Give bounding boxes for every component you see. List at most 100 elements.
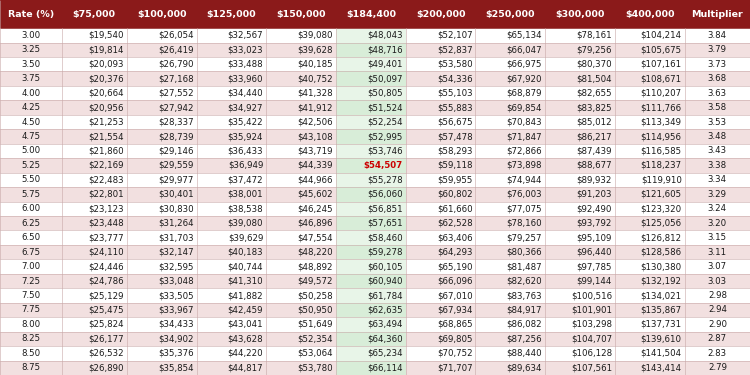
Bar bbox=[266, 274, 336, 288]
Text: $25,129: $25,129 bbox=[88, 291, 124, 300]
Text: $33,967: $33,967 bbox=[158, 306, 194, 315]
Text: $23,123: $23,123 bbox=[88, 204, 124, 213]
Bar bbox=[476, 260, 545, 274]
Text: 2.94: 2.94 bbox=[708, 306, 727, 315]
Bar bbox=[196, 129, 266, 144]
Text: $33,488: $33,488 bbox=[228, 60, 263, 69]
Bar bbox=[0, 317, 62, 332]
Bar bbox=[62, 172, 127, 187]
Text: $141,504: $141,504 bbox=[640, 349, 682, 358]
Bar bbox=[545, 202, 615, 216]
Bar bbox=[336, 28, 406, 43]
Text: $24,786: $24,786 bbox=[88, 276, 124, 285]
Text: $77,075: $77,075 bbox=[506, 204, 542, 213]
Text: $34,440: $34,440 bbox=[228, 88, 263, 98]
Bar bbox=[0, 260, 62, 274]
Text: 3.68: 3.68 bbox=[708, 74, 727, 83]
Text: $30,401: $30,401 bbox=[158, 190, 194, 199]
Bar bbox=[615, 360, 685, 375]
Text: $126,812: $126,812 bbox=[640, 233, 682, 242]
Bar bbox=[685, 288, 750, 303]
Text: $34,902: $34,902 bbox=[158, 334, 194, 344]
Bar bbox=[62, 72, 127, 86]
Bar bbox=[196, 216, 266, 231]
Text: $53,746: $53,746 bbox=[367, 147, 403, 156]
Text: $44,220: $44,220 bbox=[228, 349, 263, 358]
Text: $41,310: $41,310 bbox=[228, 276, 263, 285]
Text: 3.53: 3.53 bbox=[708, 118, 727, 127]
Bar bbox=[476, 187, 545, 202]
Text: $105,675: $105,675 bbox=[640, 45, 682, 54]
Text: 5.25: 5.25 bbox=[21, 161, 40, 170]
Text: $33,505: $33,505 bbox=[158, 291, 194, 300]
Text: 3.58: 3.58 bbox=[708, 103, 727, 112]
Bar bbox=[336, 144, 406, 158]
Text: $81,487: $81,487 bbox=[506, 262, 542, 271]
Bar bbox=[685, 72, 750, 86]
Text: $74,944: $74,944 bbox=[507, 176, 542, 184]
Bar bbox=[266, 172, 336, 187]
Bar bbox=[615, 158, 685, 172]
Text: $22,483: $22,483 bbox=[88, 176, 124, 184]
Bar bbox=[62, 144, 127, 158]
Text: $52,254: $52,254 bbox=[367, 118, 403, 127]
Text: $49,401: $49,401 bbox=[368, 60, 403, 69]
Bar bbox=[127, 332, 196, 346]
Text: 6.75: 6.75 bbox=[21, 248, 40, 256]
Text: $55,103: $55,103 bbox=[436, 88, 472, 98]
Text: $44,966: $44,966 bbox=[298, 176, 333, 184]
Bar bbox=[196, 115, 266, 129]
Bar bbox=[0, 158, 62, 172]
Text: $29,559: $29,559 bbox=[158, 161, 194, 170]
Bar bbox=[266, 129, 336, 144]
Text: $41,912: $41,912 bbox=[298, 103, 333, 112]
Bar bbox=[615, 231, 685, 245]
Bar bbox=[266, 86, 336, 100]
Bar bbox=[545, 129, 615, 144]
Text: $21,554: $21,554 bbox=[88, 132, 124, 141]
Text: $66,114: $66,114 bbox=[367, 363, 403, 372]
Text: $48,220: $48,220 bbox=[297, 248, 333, 256]
Text: $53,580: $53,580 bbox=[436, 60, 472, 69]
Bar bbox=[336, 274, 406, 288]
Bar bbox=[545, 303, 615, 317]
Text: $82,620: $82,620 bbox=[506, 276, 542, 285]
Text: $108,671: $108,671 bbox=[640, 74, 682, 83]
Text: $26,890: $26,890 bbox=[88, 363, 124, 372]
Bar bbox=[62, 28, 127, 43]
Text: $50,950: $50,950 bbox=[298, 306, 333, 315]
Text: $143,414: $143,414 bbox=[640, 363, 682, 372]
Bar bbox=[476, 231, 545, 245]
Bar bbox=[127, 100, 196, 115]
Text: 6.50: 6.50 bbox=[21, 233, 40, 242]
Bar bbox=[0, 115, 62, 129]
Text: $25,475: $25,475 bbox=[88, 306, 124, 315]
Text: $137,731: $137,731 bbox=[640, 320, 682, 329]
Text: $113,349: $113,349 bbox=[640, 118, 682, 127]
Bar bbox=[685, 144, 750, 158]
Bar bbox=[615, 28, 685, 43]
Bar bbox=[336, 260, 406, 274]
Bar bbox=[127, 303, 196, 317]
Bar bbox=[545, 172, 615, 187]
Bar bbox=[545, 317, 615, 332]
Bar bbox=[406, 72, 476, 86]
Text: $111,766: $111,766 bbox=[640, 103, 682, 112]
Text: 4.50: 4.50 bbox=[21, 118, 40, 127]
Bar bbox=[545, 260, 615, 274]
Text: $47,554: $47,554 bbox=[297, 233, 333, 242]
Text: $19,540: $19,540 bbox=[88, 31, 124, 40]
Text: $114,956: $114,956 bbox=[640, 132, 682, 141]
Bar bbox=[615, 216, 685, 231]
Text: $51,649: $51,649 bbox=[298, 320, 333, 329]
Bar bbox=[545, 0, 615, 28]
Bar bbox=[62, 274, 127, 288]
Text: $27,552: $27,552 bbox=[158, 88, 194, 98]
Text: $52,354: $52,354 bbox=[297, 334, 333, 344]
Bar bbox=[196, 43, 266, 57]
Bar bbox=[615, 274, 685, 288]
Text: 3.29: 3.29 bbox=[708, 190, 727, 199]
Bar bbox=[127, 28, 196, 43]
Text: $48,716: $48,716 bbox=[367, 45, 403, 54]
Bar bbox=[476, 202, 545, 216]
